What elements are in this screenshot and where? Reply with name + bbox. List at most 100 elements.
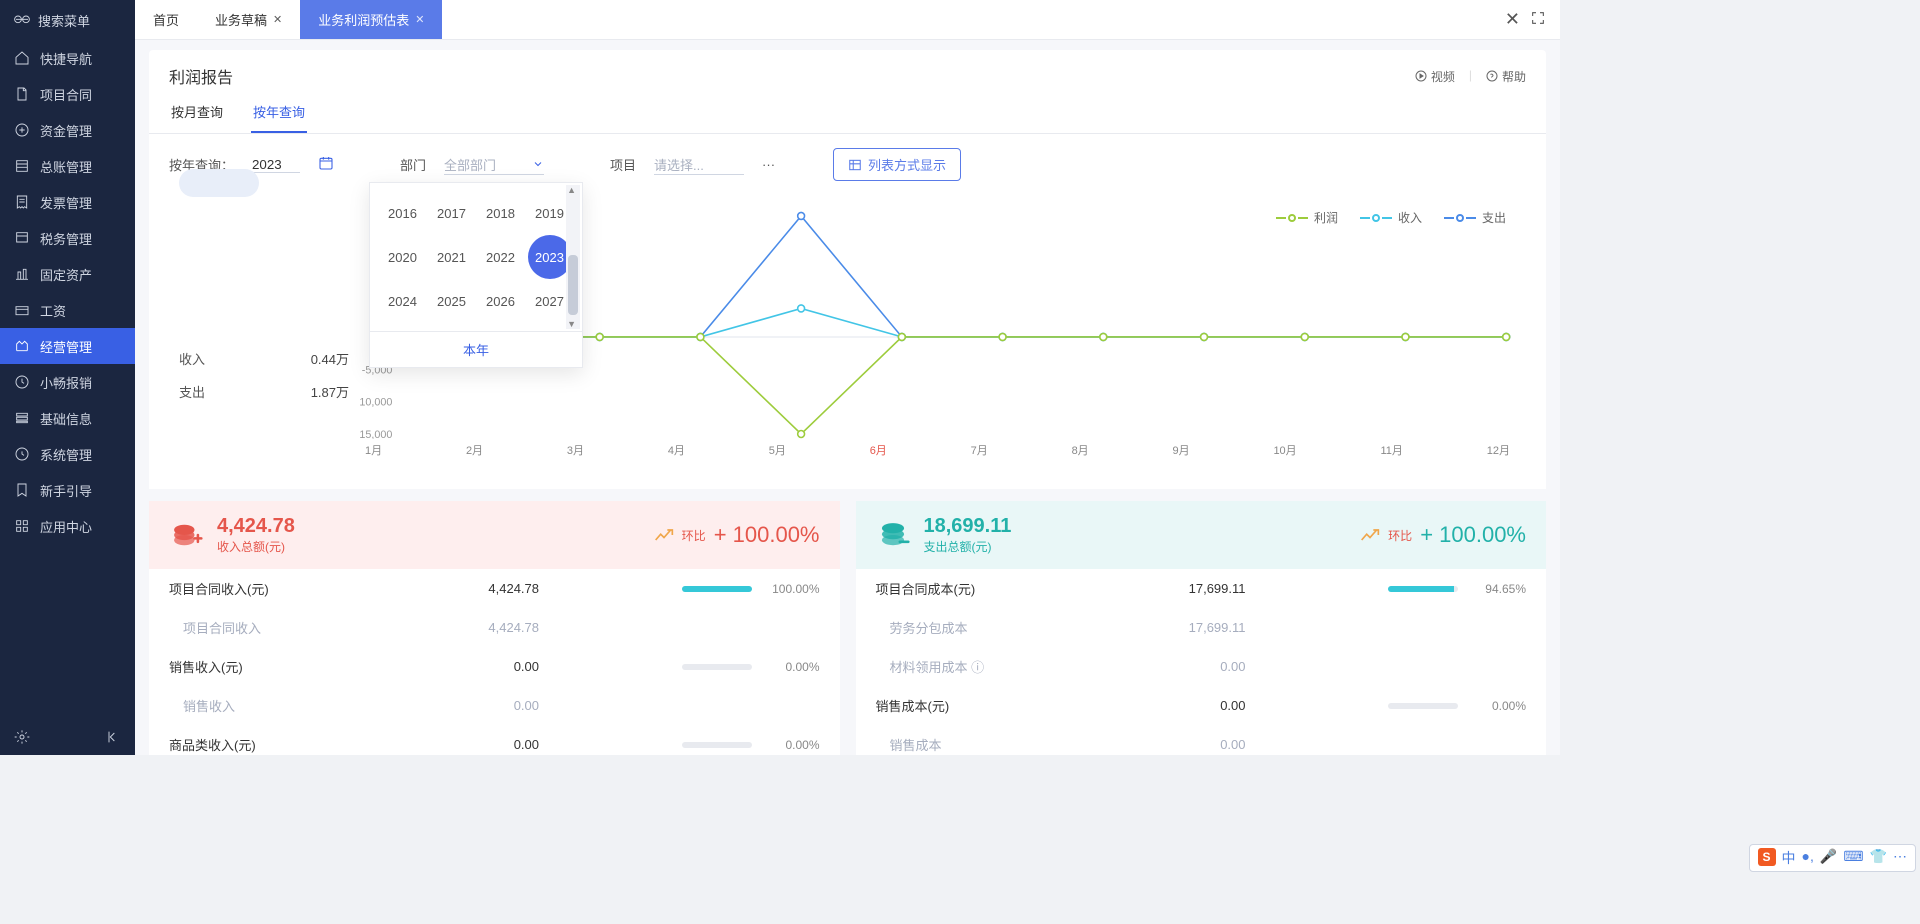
sidebar-item-2[interactable]: 资金管理 <box>0 112 135 148</box>
kpi-amount: 4,424.78 <box>217 515 295 538</box>
kpi-pct: + 100.00% <box>1420 522 1526 548</box>
xaxis-label: 1月 <box>365 442 382 458</box>
sidebar-item-10[interactable]: 基础信息 <box>0 400 135 436</box>
subtab-yearly[interactable]: 按年查询 <box>251 94 307 133</box>
wallet-icon <box>14 302 30 318</box>
chart-legend: 利润 收入 支出 <box>1276 209 1506 226</box>
video-link[interactable]: 视频 <box>1415 68 1455 85</box>
xaxis-label: 10月 <box>1273 442 1296 458</box>
kpi-card-income: 4,424.78收入总额(元)环比+ 100.00%项目合同收入(元)4,424… <box>149 501 840 755</box>
sidebar-item-7[interactable]: 工资 <box>0 292 135 328</box>
sidebar-search-label: 搜索菜单 <box>38 11 90 30</box>
kpi-detail-row: 项目合同成本(元)17,699.1194.65% <box>856 569 1547 608</box>
tab-close-icon[interactable]: ✕ <box>273 13 282 26</box>
sidebar-item-label: 工资 <box>40 301 66 320</box>
year-option-2018[interactable]: 2018 <box>476 191 525 235</box>
sidebar-item-label: 经营管理 <box>40 337 92 356</box>
close-icon[interactable]: ✕ <box>1505 9 1520 30</box>
help-link[interactable]: 帮助 <box>1486 68 1526 85</box>
year-option-2020[interactable]: 2020 <box>378 235 427 279</box>
sidebar-item-3[interactable]: 总账管理 <box>0 148 135 184</box>
table-view-button[interactable]: 列表方式显示 <box>833 148 961 181</box>
page-title: 利润报告 <box>169 64 233 88</box>
doc-icon <box>14 86 30 102</box>
calendar-icon[interactable] <box>318 155 334 174</box>
invoice-icon <box>14 194 30 210</box>
sidebar-item-0[interactable]: 快捷导航 <box>0 40 135 76</box>
sidebar-item-label: 总账管理 <box>40 157 92 176</box>
stat-expense-label: 支出 <box>179 382 205 401</box>
sidebar-item-label: 快捷导航 <box>40 49 92 68</box>
sidebar-item-label: 固定资产 <box>40 265 92 284</box>
year-option-2023[interactable]: 2023 <box>528 235 572 279</box>
asset-icon <box>14 266 30 282</box>
year-option-2016[interactable]: 2016 <box>378 191 427 235</box>
apps-icon <box>14 518 30 534</box>
sidebar-item-label: 新手引导 <box>40 481 92 500</box>
xaxis-label: 4月 <box>668 442 685 458</box>
sidebar-item-label: 系统管理 <box>40 445 92 464</box>
sidebar-item-4[interactable]: 发票管理 <box>0 184 135 220</box>
kpi-huanbi: 环比 <box>1388 527 1412 544</box>
year-badge <box>179 169 259 197</box>
sys-icon <box>14 446 30 462</box>
year-picker-this-year[interactable]: 本年 <box>370 331 582 367</box>
sidebar-item-label: 发票管理 <box>40 193 92 212</box>
tab-bar: 首页业务草稿✕业务利润预估表✕ ✕ <box>135 0 1560 40</box>
kpi-detail-row: 商品类收入(元)0.000.00% <box>149 725 840 755</box>
sidebar-item-label: 应用中心 <box>40 517 92 536</box>
sidebar-item-5[interactable]: 税务管理 <box>0 220 135 256</box>
kpi-icon <box>169 518 203 552</box>
kpi-detail-row: 劳务分包成本17,699.11 <box>856 608 1547 647</box>
sidebar-item-12[interactable]: 新手引导 <box>0 472 135 508</box>
year-option-2021[interactable]: 2021 <box>427 235 476 279</box>
xaxis-label: 12月 <box>1487 442 1510 458</box>
xaxis-label: 9月 <box>1173 442 1190 458</box>
biz-icon <box>14 338 30 354</box>
year-option-2022[interactable]: 2022 <box>476 235 525 279</box>
project-select[interactable]: 请选择... <box>654 155 744 175</box>
stat-income-label: 收入 <box>179 349 205 368</box>
kpi-detail-row: 销售收入(元)0.000.00% <box>149 647 840 686</box>
xaxis-label: 11月 <box>1381 442 1403 458</box>
kpi-detail-row: 销售收入0.00 <box>149 686 840 725</box>
kpi-detail-row: 材料领用成本 ⓘ0.00 <box>856 647 1547 686</box>
sidebar-item-1[interactable]: 项目合同 <box>0 76 135 112</box>
kpi-detail-row: 销售成本(元)0.000.00% <box>856 686 1547 725</box>
fullscreen-icon[interactable] <box>1530 10 1546 29</box>
xaxis-label: 6月 <box>870 442 887 458</box>
sidebar-item-13[interactable]: 应用中心 <box>0 508 135 544</box>
year-option-2025[interactable]: 2025 <box>427 279 476 323</box>
tab-1[interactable]: 业务草稿✕ <box>197 0 300 39</box>
year-option-2024[interactable]: 2024 <box>378 279 427 323</box>
sidebar-item-6[interactable]: 固定资产 <box>0 256 135 292</box>
tab-0[interactable]: 首页 <box>135 0 197 39</box>
dept-label: 部门 <box>400 155 426 174</box>
project-more-icon[interactable]: ··· <box>762 157 775 172</box>
trend-up-icon <box>1360 528 1380 542</box>
kpi-detail-row: 项目合同收入(元)4,424.78100.00% <box>149 569 840 608</box>
collapse-icon[interactable] <box>105 729 121 745</box>
chart-panel: 收入0.44万 支出1.87万 利润 收入 支出 -5,000-10,000-1… <box>149 195 1546 489</box>
sidebar-item-label: 资金管理 <box>40 121 92 140</box>
sidebar-item-9[interactable]: 小畅报销 <box>0 364 135 400</box>
gear-icon[interactable] <box>14 729 30 745</box>
xaxis-label: 3月 <box>567 442 584 458</box>
stat-income-value: 0.44万 <box>311 349 349 368</box>
year-input[interactable] <box>252 157 300 173</box>
dept-select[interactable]: 全部部门 <box>444 155 544 175</box>
tab-2[interactable]: 业务利润预估表✕ <box>300 0 442 39</box>
subtab-monthly[interactable]: 按月查询 <box>169 94 225 133</box>
year-option-2026[interactable]: 2026 <box>476 279 525 323</box>
tab-close-icon[interactable]: ✕ <box>415 13 424 26</box>
kpi-sub: 支出总额(元) <box>924 538 1012 555</box>
trend-up-icon <box>654 528 674 542</box>
sidebar-item-8[interactable]: 经营管理 <box>0 328 135 364</box>
sidebar-item-11[interactable]: 系统管理 <box>0 436 135 472</box>
home-icon <box>14 50 30 66</box>
search-icon <box>14 12 30 28</box>
sidebar-search[interactable]: 搜索菜单 <box>0 0 135 40</box>
coin-icon <box>14 122 30 138</box>
kpi-amount: 18,699.11 <box>924 515 1012 538</box>
year-option-2017[interactable]: 2017 <box>427 191 476 235</box>
